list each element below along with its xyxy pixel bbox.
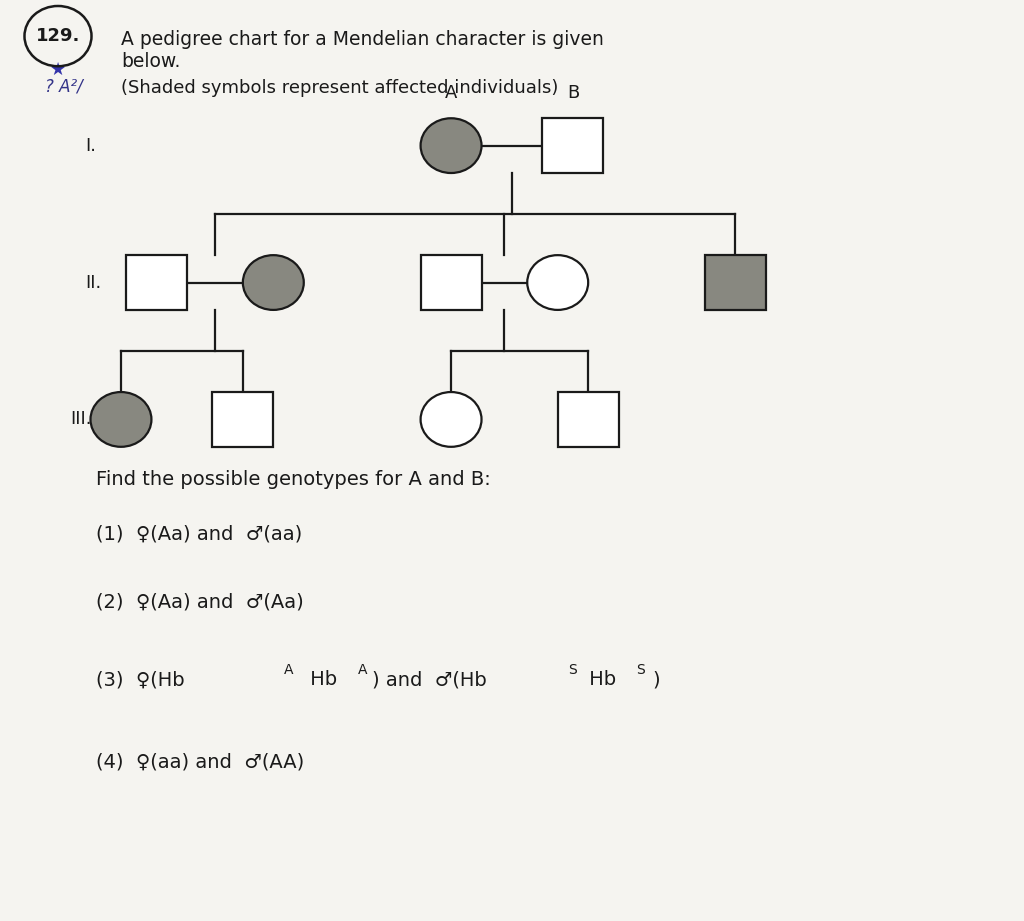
Text: (4)  ♀(aa) and  ♂(AA): (4) ♀(aa) and ♂(AA) [95,752,304,772]
Text: A: A [357,663,368,677]
Bar [212,392,273,447]
Text: (2)  ♀(Aa) and  ♂(Aa): (2) ♀(Aa) and ♂(Aa) [95,593,303,612]
Circle shape [243,255,304,309]
Bar [543,118,603,173]
Text: S: S [568,663,577,677]
Circle shape [527,255,588,309]
Text: I.: I. [85,136,96,155]
Text: III.: III. [71,411,92,428]
Text: S: S [636,663,645,677]
Bar [705,255,766,309]
Text: (1)  ♀(Aa) and  ♂(aa): (1) ♀(Aa) and ♂(aa) [95,524,302,543]
Text: ) and  ♂(Hb: ) and ♂(Hb [372,670,486,690]
Text: Find the possible genotypes for A and B:: Find the possible genotypes for A and B: [95,470,490,489]
Text: A pedigree chart for a Mendelian character is given: A pedigree chart for a Mendelian charact… [121,29,604,49]
Text: II.: II. [85,274,101,292]
Circle shape [90,392,152,447]
Text: ★: ★ [50,61,67,79]
Text: Hb: Hb [304,670,337,690]
Text: (3)  ♀(Hb: (3) ♀(Hb [95,670,184,690]
Bar [421,255,481,309]
Text: below.: below. [121,52,180,71]
Text: B: B [567,84,579,102]
Bar [126,255,187,309]
Text: A: A [444,84,458,102]
Text: ): ) [652,670,659,690]
Text: A: A [284,663,293,677]
Text: 129.: 129. [36,27,80,45]
Text: Hb: Hb [583,670,616,690]
Bar [558,392,618,447]
Text: ? A²/: ? A²/ [45,77,83,95]
Circle shape [421,392,481,447]
Circle shape [421,118,481,173]
Text: (Shaded symbols represent affected individuals): (Shaded symbols represent affected indiv… [121,79,558,97]
